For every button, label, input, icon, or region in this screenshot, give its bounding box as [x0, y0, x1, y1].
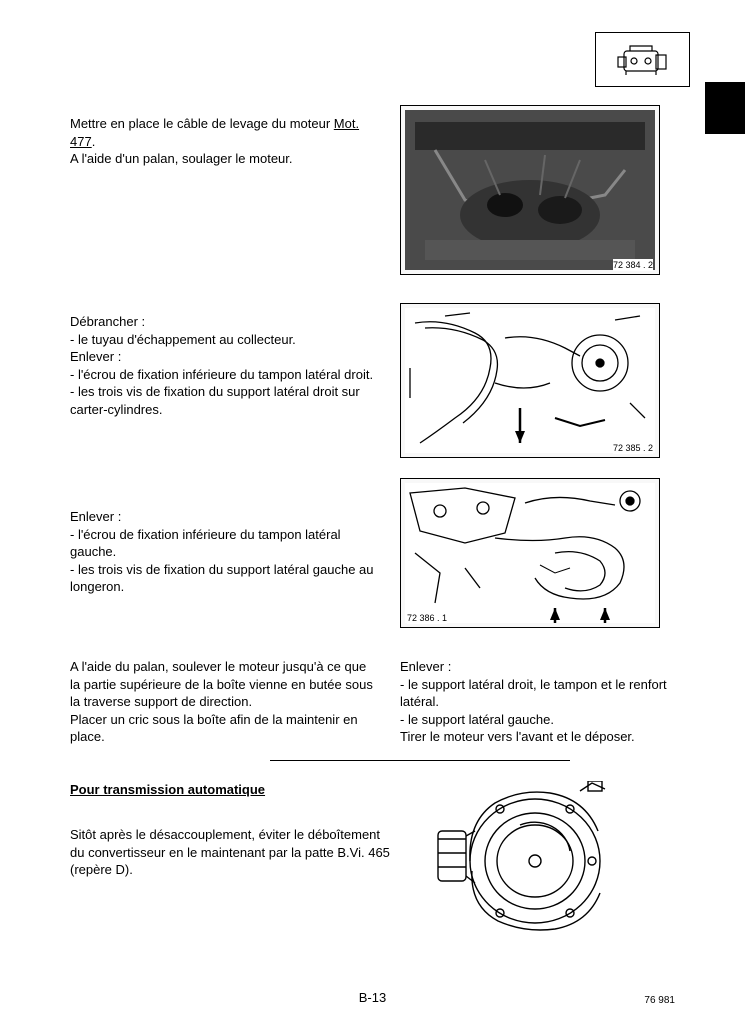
step-4-right-h: Enlever : [400, 658, 705, 676]
step-2-b2: - l'écrou de fixation inférieure du tamp… [70, 366, 380, 384]
figure-ref: 72 386 . 1 [407, 612, 447, 624]
exhaust-line-drawing [405, 308, 655, 453]
divider [270, 760, 570, 761]
page-number: B-13 [359, 989, 386, 1007]
step-2-text: Débrancher : - le tuyau d'échappement au… [70, 303, 380, 418]
step-4-left: A l'aide du palan, soulever le moteur ju… [70, 658, 375, 746]
text-span: . [92, 134, 96, 149]
step-3-figure-col: 72 386 . 1 [400, 478, 660, 628]
page-edge-tab [705, 82, 745, 134]
step-1-figure-col: 72 384 . 2 [400, 105, 660, 275]
step-2-b3: - les trois vis de fixation du support l… [70, 383, 380, 418]
step-3-b1: - l'écrou de fixation inférieure du tamp… [70, 526, 380, 561]
step-4-right-p: Tirer le moteur vers l'avant et le dépos… [400, 728, 705, 746]
step-1-row: Mettre en place le câble de levage du mo… [70, 105, 705, 275]
figure-ref: 72 385 . 2 [613, 442, 653, 454]
step-2-h1: Débrancher : [70, 313, 380, 331]
step-4-row: A l'aide du palan, soulever le moteur ju… [70, 658, 705, 746]
step-1-p1: Mettre en place le câble de levage du mo… [70, 115, 380, 150]
step-3-text: Enlever : - l'écrou de fixation inférieu… [70, 478, 380, 596]
mount-line-drawing [405, 483, 655, 623]
figure-ref: 72 384 . 2 [613, 259, 653, 271]
step-4-left-p2: Placer un cric sous la boîte afin de la … [70, 711, 375, 746]
header-engine-icon-box [595, 32, 690, 87]
step-4-right: Enlever : - le support latéral droit, le… [400, 658, 705, 746]
step-4-right-b1: - le support latéral droit, le tampon et… [400, 676, 705, 711]
step-5-p1: Sitôt après le désaccouplement, éviter l… [70, 826, 390, 879]
step-2-b1: - le tuyau d'échappement au collecteur. [70, 331, 380, 349]
engine-icon [612, 41, 674, 79]
text-span: Mettre en place le câble de levage du mo… [70, 116, 334, 131]
step-4-right-b2: - le support latéral gauche. [400, 711, 705, 729]
step-5-text: Pour transmission automatique Sitôt aprè… [70, 781, 390, 936]
step-2-h2: Enlever : [70, 348, 380, 366]
step-3-b2: - les trois vis de fixation du support l… [70, 561, 380, 596]
step-2-row: Débrancher : - le tuyau d'échappement au… [70, 303, 705, 458]
figure-mount-diagram: 72 386 . 1 [400, 478, 660, 628]
gearbox-drawing [420, 781, 620, 936]
figure-exhaust-diagram: 72 385 . 2 [400, 303, 660, 458]
figure-ref-gearbox: 76 981 [644, 994, 675, 1008]
figure-engine-bay-photo: 72 384 . 2 [400, 105, 660, 275]
step-1-text: Mettre en place le câble de levage du mo… [70, 105, 380, 168]
step-3-h1: Enlever : [70, 508, 380, 526]
step-4-left-p1: A l'aide du palan, soulever le moteur ju… [70, 658, 375, 711]
step-5-figure-col [420, 781, 640, 936]
step-3-row: Enlever : - l'écrou de fixation inférieu… [70, 478, 705, 628]
step-1-p2: A l'aide d'un palan, soulager le moteur. [70, 150, 380, 168]
engine-bay-illustration [405, 110, 655, 270]
auto-transmission-heading: Pour transmission automatique [70, 781, 390, 799]
step-5-row: Pour transmission automatique Sitôt aprè… [70, 781, 705, 936]
step-2-figure-col: 72 385 . 2 [400, 303, 660, 458]
